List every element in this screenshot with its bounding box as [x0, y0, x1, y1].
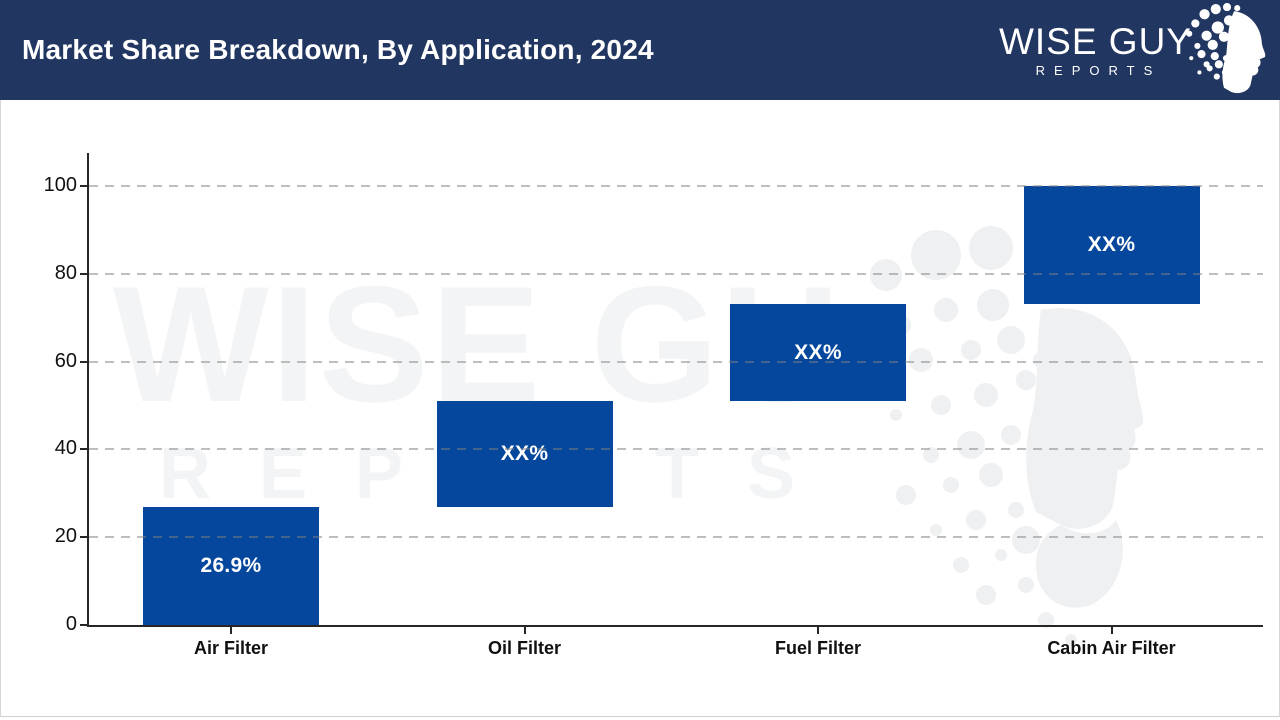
gridline-100 [89, 184, 1263, 187]
bar-fuel-filter: XX% [730, 304, 906, 402]
logo-head-icon [1186, 3, 1266, 94]
y-tick-label-60: 60 [54, 349, 77, 372]
gridline-40 [89, 448, 1263, 451]
y-axis-line [87, 153, 89, 627]
bar-air-filter: 26.9% [143, 506, 319, 625]
y-tick-mark-0 [80, 624, 87, 626]
y-tick-mark-60 [80, 360, 87, 363]
page-title: Market Share Breakdown, By Application, … [22, 34, 654, 65]
category-label-1: Oil Filter [487, 638, 561, 658]
gridline-80 [89, 272, 1263, 275]
bar-cabin-air-filter: XX% [1023, 185, 1200, 305]
x-axis-line [87, 625, 1263, 627]
y-tick-mark-100 [80, 184, 87, 187]
x-tick-mark-2 [817, 627, 819, 634]
bar-value-label: 26.9% [200, 553, 262, 577]
y-tick-mark-20 [80, 536, 87, 539]
x-tick-mark-1 [523, 627, 526, 634]
category-label-3: Cabin Air Filter [1047, 638, 1176, 658]
header-banner: Market Share Breakdown, By Application, … [0, 0, 1280, 100]
y-tick-mark-40 [80, 448, 87, 451]
y-tick-label-80: 80 [54, 261, 77, 284]
y-tick-label-0: 0 [65, 613, 77, 635]
watermark-brand-text: WISE GU [113, 252, 843, 436]
logo-wordmark: WISE GUY REPORTS [999, 23, 1192, 78]
y-tick-label-100: 100 [43, 173, 77, 196]
bar-oil-filter: XX% [436, 401, 613, 507]
y-tick-mark-80 [80, 272, 87, 275]
logo-brand-sub: REPORTS [1035, 62, 1162, 78]
x-tick-mark-3 [1110, 627, 1113, 634]
bar-value-label: XX% [794, 340, 842, 364]
bar-value-label: XX% [1087, 233, 1136, 257]
gridline-60 [89, 360, 1263, 363]
category-label-2: Fuel Filter [774, 638, 861, 658]
plot-region: 0 20 40 60 80 100 26.9% Air Filter XX% Oil Filter… [1, 100, 1279, 716]
bar-value-label: XX% [500, 441, 549, 465]
x-tick-mark-0 [230, 627, 232, 634]
wise-guy-reports-logo: WISE GUY REPORTS [999, 3, 1280, 97]
y-tick-label-40: 40 [54, 437, 77, 460]
category-label-0: Air Filter [193, 638, 268, 658]
bottom-divider [0, 716, 1280, 717]
logo-brand-name: WISE GUY [998, 20, 1192, 62]
y-tick-label-20: 20 [54, 525, 77, 548]
gridline-20 [89, 536, 1263, 539]
